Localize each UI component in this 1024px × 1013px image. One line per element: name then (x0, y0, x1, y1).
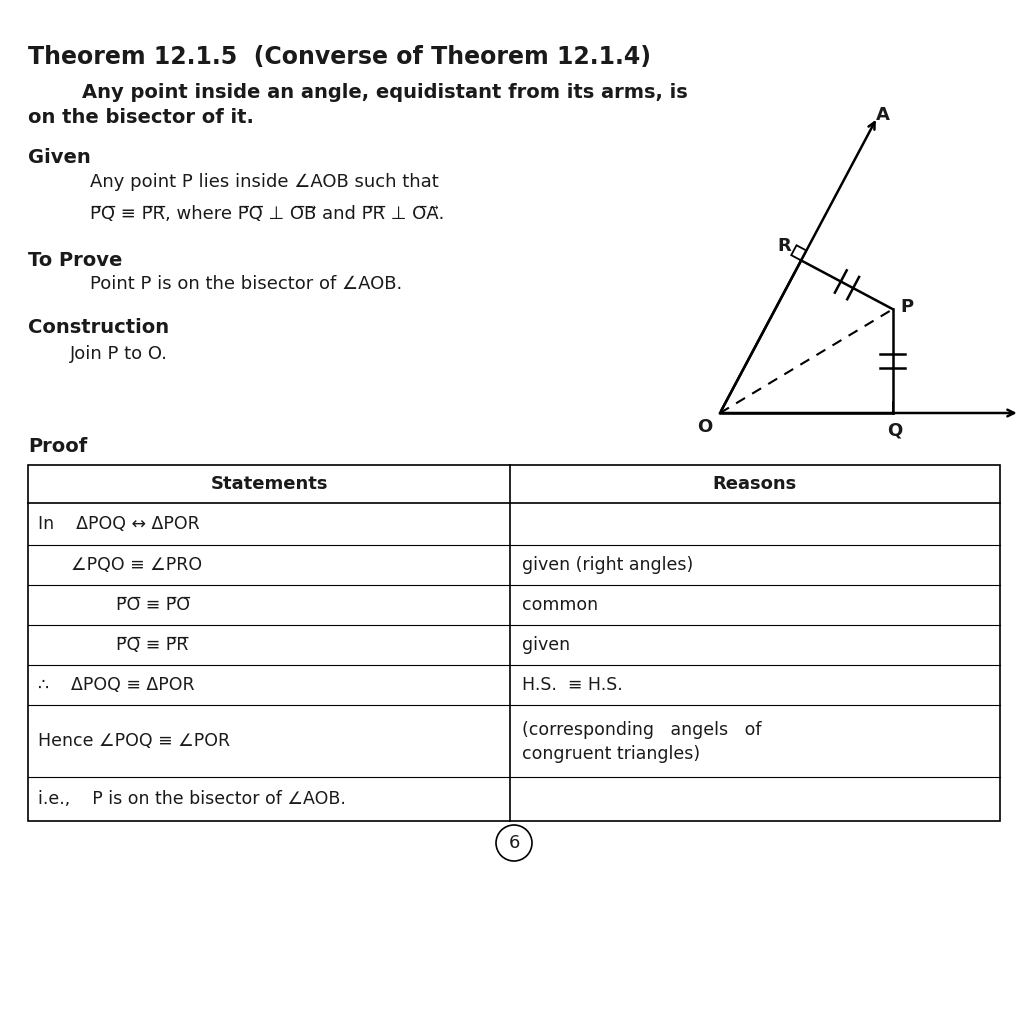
Text: Q: Q (887, 421, 902, 439)
Text: To Prove: To Prove (28, 251, 123, 270)
Text: Any point P lies inside ∠AOB such that: Any point P lies inside ∠AOB such that (90, 173, 438, 191)
Text: congruent triangles): congruent triangles) (522, 745, 700, 763)
Text: 6: 6 (508, 834, 520, 852)
Text: (corresponding   angels   of: (corresponding angels of (522, 721, 762, 739)
Text: Proof: Proof (28, 437, 87, 456)
Text: Construction: Construction (28, 318, 169, 337)
Text: O: O (696, 418, 712, 436)
Text: ∴    ΔPOQ ≡ ΔPOR: ∴ ΔPOQ ≡ ΔPOR (38, 676, 195, 694)
Text: P: P (901, 298, 914, 316)
Circle shape (496, 825, 532, 861)
Text: ∠PQO ≡ ∠PRO: ∠PQO ≡ ∠PRO (38, 556, 202, 574)
Text: on the bisector of it.: on the bisector of it. (28, 108, 254, 127)
Text: H.S.  ≡ H.S.: H.S. ≡ H.S. (522, 676, 623, 694)
Text: P̅Q̅ ≡ P̅R̅, where P̅Q̅ ⊥ O̅B⃗ and P̅R̅ ⊥ O̅A⃗.: P̅Q̅ ≡ P̅R̅, where P̅Q̅ ⊥ O̅B⃗ and P̅R̅ … (90, 205, 444, 223)
Text: P̅O̅ ≡ P̅O̅: P̅O̅ ≡ P̅O̅ (83, 596, 190, 614)
Bar (28, 465, 1000, 821)
Text: A: A (877, 105, 890, 124)
Text: P̅Q̅ ≡ P̅R̅: P̅Q̅ ≡ P̅R̅ (83, 636, 188, 654)
Text: common: common (522, 596, 598, 614)
Text: i.e.,    P is on the bisector of ∠AOB.: i.e., P is on the bisector of ∠AOB. (38, 790, 346, 808)
Text: Theorem 12.1.5  (Converse of Theorem 12.1.4): Theorem 12.1.5 (Converse of Theorem 12.1… (28, 45, 651, 69)
Text: given: given (522, 636, 570, 654)
Text: Statements: Statements (210, 475, 328, 493)
Text: Point P is on the bisector of ∠AOB.: Point P is on the bisector of ∠AOB. (90, 275, 402, 293)
Text: Join P to O.: Join P to O. (70, 345, 168, 363)
Text: Any point inside an angle, equidistant from its arms, is: Any point inside an angle, equidistant f… (28, 83, 688, 102)
Text: Given: Given (28, 148, 91, 167)
Text: given (right angles): given (right angles) (522, 556, 693, 574)
Text: R: R (777, 237, 792, 255)
Text: Reasons: Reasons (713, 475, 797, 493)
Text: Hence ∠POQ ≡ ∠POR: Hence ∠POQ ≡ ∠POR (38, 732, 230, 750)
Text: In    ΔPOQ ↔ ΔPOR: In ΔPOQ ↔ ΔPOR (38, 515, 200, 533)
